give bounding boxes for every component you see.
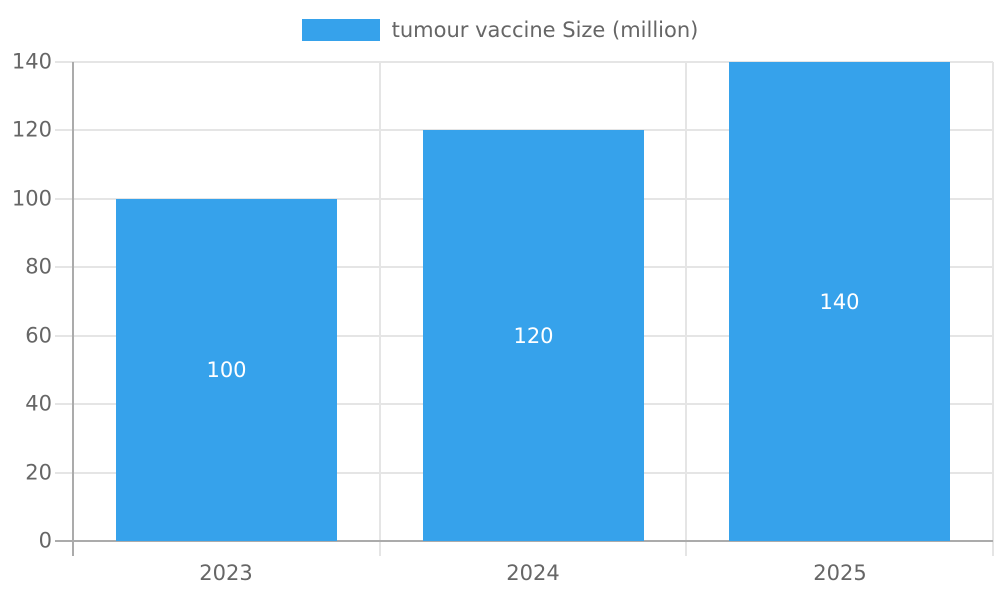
y-axis-tick-label: 20 <box>25 460 52 485</box>
gridline-vertical <box>379 62 381 556</box>
x-axis-tick-label: 2024 <box>506 561 560 585</box>
bar-value-label: 100 <box>206 358 247 382</box>
x-axis-tick-label: 2025 <box>813 561 867 585</box>
gridline-horizontal <box>55 61 993 63</box>
bar-2024[interactable]: 120 <box>423 130 644 541</box>
bar-value-label: 140 <box>819 289 860 314</box>
legend-label: tumour vaccine Size (million) <box>391 18 699 42</box>
y-axis-line <box>72 62 74 556</box>
bar-2025[interactable]: 140 <box>729 62 950 541</box>
x-axis-tick-label: 2023 <box>199 561 253 585</box>
y-axis-tick-label: 100 <box>11 186 52 211</box>
bar-value-label: 120 <box>513 323 554 348</box>
y-axis-tick-label: 120 <box>11 117 52 142</box>
y-axis-tick-label: 140 <box>11 49 52 74</box>
y-axis-tick-label: 40 <box>25 391 52 416</box>
x-axis-line <box>55 540 993 542</box>
legend-swatch <box>301 19 380 41</box>
y-axis-tick-label: 0 <box>38 528 52 553</box>
bar-2023[interactable]: 100 <box>116 199 337 541</box>
gridline-vertical <box>992 62 994 556</box>
legend[interactable]: tumour vaccine Size (million) <box>0 18 1000 42</box>
y-axis-tick-label: 80 <box>25 254 52 279</box>
y-axis-tick-label: 60 <box>25 323 52 348</box>
gridline-vertical <box>685 62 687 556</box>
